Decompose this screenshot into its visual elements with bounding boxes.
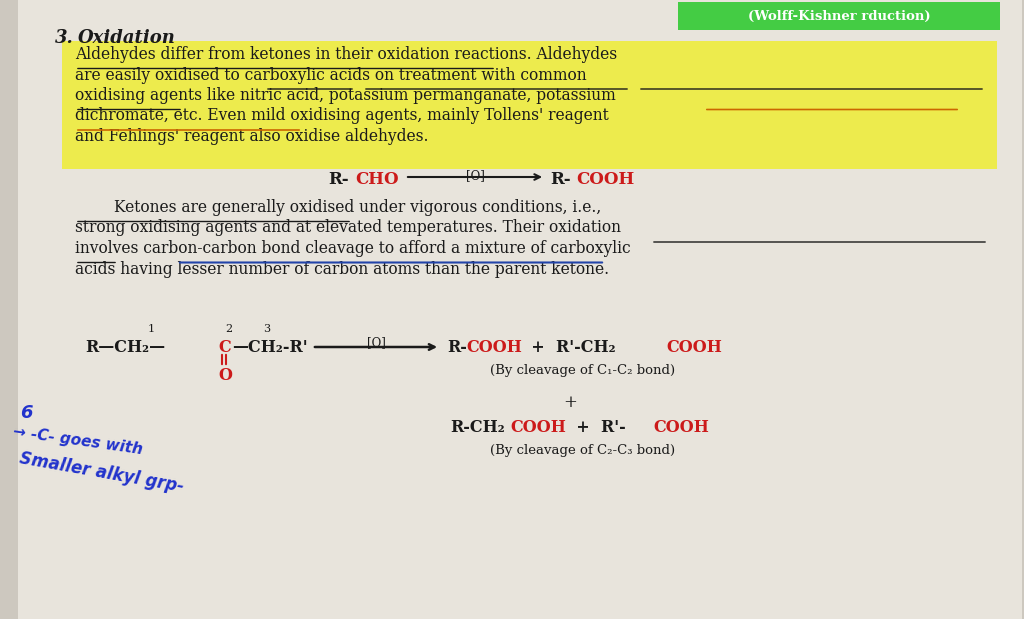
Text: R—CH₂—: R—CH₂—	[85, 339, 165, 356]
Text: 6: 6	[20, 404, 33, 422]
FancyBboxPatch shape	[678, 2, 1000, 30]
Text: +  R'-CH₂: + R'-CH₂	[520, 339, 615, 356]
Text: and Fehlings' reagent also oxidise aldehydes.: and Fehlings' reagent also oxidise aldeh…	[75, 128, 428, 145]
Text: (By cleavage of C₂-C₃ bond): (By cleavage of C₂-C₃ bond)	[490, 444, 675, 457]
Text: dichromate, etc. Even mild oxidising agents, mainly Tollens' reagent: dichromate, etc. Even mild oxidising age…	[75, 108, 608, 124]
Text: Oxidation: Oxidation	[78, 29, 176, 47]
Text: 2: 2	[225, 324, 232, 334]
Text: C: C	[218, 339, 230, 356]
Text: R-CH₂: R-CH₂	[450, 419, 505, 436]
Text: 1: 1	[148, 324, 155, 334]
Text: acids having lesser number of carbon atoms than the parent ketone.: acids having lesser number of carbon ato…	[75, 261, 609, 277]
Text: COOH: COOH	[666, 339, 722, 356]
Text: are easily oxidised to carboxylic acids on treatment with common: are easily oxidised to carboxylic acids …	[75, 66, 587, 84]
Text: Ketones are generally oxidised under vigorous conditions, i.e.,: Ketones are generally oxidised under vig…	[75, 199, 601, 216]
Text: Aldehydes differ from ketones in their oxidation reactions. Aldehydes: Aldehydes differ from ketones in their o…	[75, 46, 617, 63]
Text: R-: R-	[447, 339, 467, 356]
Text: +  R'-: + R'-	[565, 419, 626, 436]
Text: R-: R-	[328, 171, 348, 188]
Text: involves carbon-carbon bond cleavage to afford a mixture of carboxylic: involves carbon-carbon bond cleavage to …	[75, 240, 631, 257]
Text: (By cleavage of C₁-C₂ bond): (By cleavage of C₁-C₂ bond)	[490, 364, 675, 377]
Text: 3.: 3.	[55, 29, 74, 47]
FancyBboxPatch shape	[62, 41, 997, 169]
FancyBboxPatch shape	[18, 0, 1022, 619]
Text: COOH: COOH	[653, 419, 709, 436]
Text: COOH: COOH	[466, 339, 522, 356]
Text: O: O	[218, 367, 232, 384]
Text: R-: R-	[550, 171, 570, 188]
Text: —CH₂-R': —CH₂-R'	[232, 339, 307, 356]
Text: [O]: [O]	[466, 169, 484, 182]
Text: → -C- goes with: → -C- goes with	[12, 424, 143, 457]
Text: COOH: COOH	[575, 171, 634, 188]
Text: 3: 3	[263, 324, 270, 334]
Text: strong oxidising agents and at elevated temperatures. Their oxidation: strong oxidising agents and at elevated …	[75, 220, 621, 236]
Text: Smaller alkyl grp-: Smaller alkyl grp-	[18, 449, 185, 496]
Text: +: +	[563, 394, 577, 411]
Text: CHO: CHO	[355, 171, 398, 188]
Text: COOH: COOH	[510, 419, 566, 436]
Text: (Wolff-Kishner rduction): (Wolff-Kishner rduction)	[748, 9, 931, 22]
Text: oxidising agents like nitric acid, potassium permanganate, potassium: oxidising agents like nitric acid, potas…	[75, 87, 615, 104]
Text: [O]: [O]	[367, 336, 385, 349]
